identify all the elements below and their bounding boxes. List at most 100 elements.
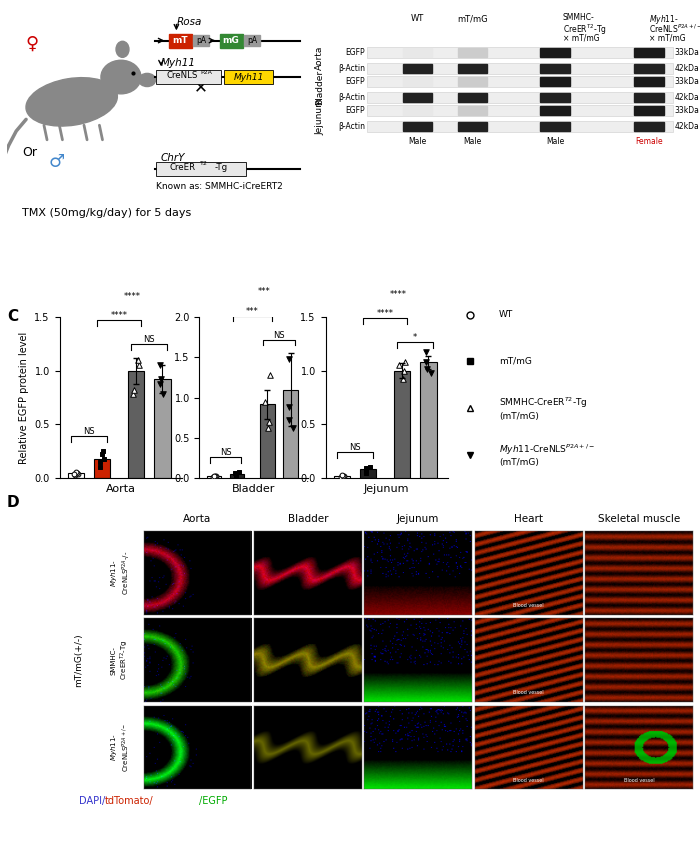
Point [259, 395, 270, 409]
Point [211, 470, 222, 483]
Bar [367, 63, 673, 74]
Text: CreNLS$^{P2A+/-}$: CreNLS$^{P2A+/-}$ [649, 23, 700, 36]
Text: 33kDa: 33kDa [675, 77, 699, 86]
Bar [224, 70, 274, 84]
Point [284, 352, 295, 365]
Bar [367, 76, 673, 87]
Text: T2: T2 [200, 162, 208, 166]
Text: SMMHC-CreER$^{T2}$-Tg
(mT/mG): SMMHC-CreER$^{T2}$-Tg (mT/mG) [499, 396, 587, 420]
Bar [284, 389, 298, 478]
Text: mG: mG [223, 36, 239, 45]
Text: SMMHC-
CreER$^{T2}$-Tg: SMMHC- CreER$^{T2}$-Tg [111, 640, 131, 680]
Point [94, 455, 105, 469]
Point [393, 359, 405, 372]
Text: $Myh11$-
CreNLS$^{P2A+/-}$: $Myh11$- CreNLS$^{P2A+/-}$ [109, 722, 132, 772]
Bar [220, 34, 243, 47]
Text: × mT/mG: × mT/mG [649, 33, 686, 42]
Text: Male: Male [546, 137, 564, 146]
Bar [458, 48, 487, 57]
Text: ****: **** [390, 290, 407, 299]
Text: CreER$^{T2}$-Tg: CreER$^{T2}$-Tg [563, 23, 607, 37]
Text: Bladder: Bladder [288, 514, 328, 525]
Bar [634, 123, 664, 131]
Text: -Tg: -Tg [214, 163, 228, 173]
Point [157, 387, 168, 401]
Text: mT/mG: mT/mG [457, 14, 488, 24]
Bar [540, 93, 570, 102]
Text: CreER: CreER [169, 163, 195, 173]
Point [155, 377, 166, 391]
Text: Rosa: Rosa [176, 17, 202, 27]
Point [209, 470, 220, 483]
Ellipse shape [26, 78, 118, 126]
Bar [367, 47, 673, 58]
Text: *: * [413, 333, 417, 342]
Point [69, 468, 80, 481]
Point [398, 372, 409, 386]
Point [69, 467, 80, 481]
Text: NS: NS [273, 331, 285, 340]
Text: ****: **** [111, 311, 127, 320]
Point [421, 345, 432, 359]
Bar [367, 121, 673, 132]
Text: Male: Male [463, 137, 482, 146]
Bar [403, 123, 433, 131]
Text: /EGFP: /EGFP [199, 796, 228, 806]
Bar [634, 93, 664, 102]
Text: mT: mT [172, 36, 188, 45]
Text: ChrY: ChrY [161, 153, 186, 163]
Text: P2A: P2A [200, 70, 212, 75]
Text: $Myh11$-: $Myh11$- [649, 13, 679, 26]
Text: Aorta: Aorta [183, 514, 211, 525]
Point [284, 414, 295, 427]
Bar [458, 93, 487, 102]
Bar [403, 48, 433, 57]
Bar [193, 36, 209, 47]
Point [73, 467, 84, 481]
Text: Jejunum: Jejunum [315, 98, 324, 135]
Text: mT/mG(+/-): mT/mG(+/-) [74, 634, 83, 687]
Point [97, 448, 108, 461]
Point [94, 460, 106, 474]
Point [421, 355, 432, 369]
Bar [169, 34, 192, 47]
Text: DAPI/: DAPI/ [78, 796, 105, 806]
X-axis label: Bladder: Bladder [232, 484, 275, 493]
Bar [634, 48, 664, 57]
Bar [156, 70, 221, 84]
Bar [394, 371, 410, 478]
Bar [403, 93, 433, 102]
Point [421, 362, 432, 376]
Point [263, 415, 274, 429]
Point [155, 359, 166, 372]
Text: 33kDa: 33kDa [675, 47, 699, 57]
Text: Myh11: Myh11 [161, 58, 196, 68]
Point [265, 368, 276, 382]
Point [127, 387, 139, 401]
Text: NS: NS [220, 448, 232, 457]
Point [230, 466, 241, 480]
Bar [634, 64, 664, 73]
Text: Aorta: Aorta [315, 46, 324, 70]
Text: D: D [7, 495, 20, 510]
Y-axis label: Relative EGFP protein level: Relative EGFP protein level [19, 332, 29, 464]
Point [398, 364, 409, 377]
Text: NS: NS [83, 427, 94, 436]
Text: $Myh11$-
CreNLS$^{P2A}$-/-: $Myh11$- CreNLS$^{P2A}$-/- [108, 551, 133, 596]
Text: ♀: ♀ [25, 35, 38, 52]
Text: ✕: ✕ [194, 79, 208, 96]
Bar [420, 362, 437, 478]
Text: Or: Or [22, 146, 37, 159]
Text: Blood vessel: Blood vessel [513, 777, 544, 783]
Text: SMMHC-: SMMHC- [563, 13, 594, 22]
Point [262, 421, 274, 435]
Bar [260, 404, 274, 478]
Bar [367, 92, 673, 103]
Text: WT: WT [499, 310, 513, 319]
Bar [68, 473, 84, 478]
Ellipse shape [116, 41, 129, 58]
Text: NS: NS [349, 443, 360, 452]
X-axis label: Jejunum: Jejunum [364, 484, 409, 493]
Text: Bladder: Bladder [315, 69, 324, 105]
Point [233, 465, 244, 479]
